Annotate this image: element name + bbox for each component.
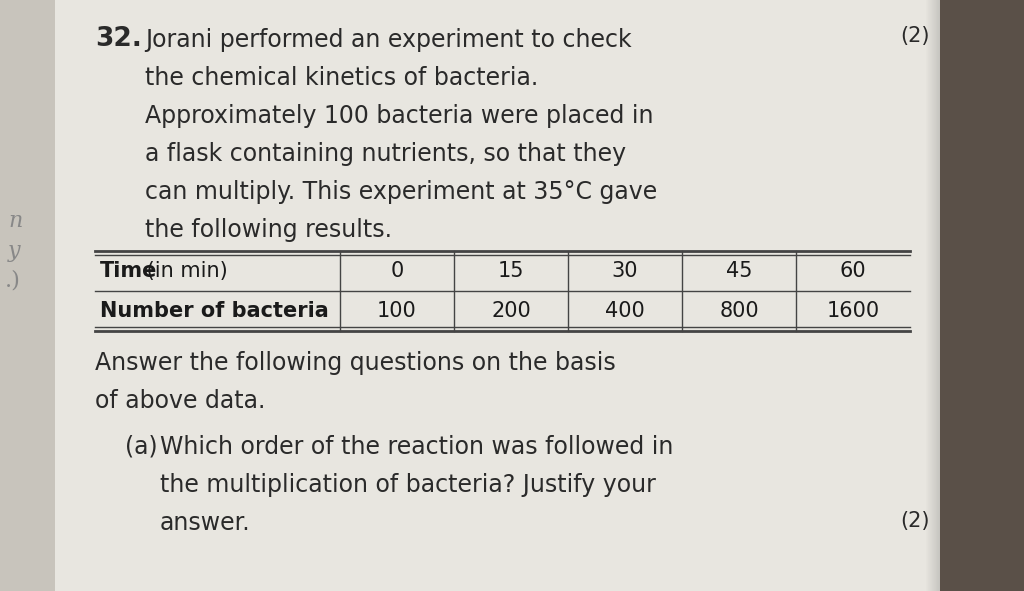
Text: Answer the following questions on the basis: Answer the following questions on the ba…: [95, 351, 615, 375]
Text: .): .): [5, 270, 20, 292]
Text: 0: 0: [390, 261, 403, 281]
Text: 800: 800: [719, 301, 759, 321]
Text: Which order of the reaction was followed in: Which order of the reaction was followed…: [160, 434, 674, 459]
Text: (a): (a): [125, 434, 158, 459]
Text: Time: Time: [100, 261, 158, 281]
Text: can multiply. This experiment at 35°C gave: can multiply. This experiment at 35°C ga…: [145, 180, 657, 204]
Bar: [55, 0, 940, 591]
Text: Number of bacteria: Number of bacteria: [100, 301, 329, 321]
Text: 60: 60: [840, 261, 866, 281]
Text: the chemical kinetics of bacteria.: the chemical kinetics of bacteria.: [145, 66, 539, 90]
Bar: [940, 0, 1024, 591]
Text: 100: 100: [377, 301, 417, 321]
Text: 400: 400: [605, 301, 645, 321]
Text: 30: 30: [611, 261, 638, 281]
Text: 45: 45: [726, 261, 753, 281]
Text: (in min): (in min): [140, 261, 227, 281]
Text: 32.: 32.: [95, 26, 142, 52]
Text: answer.: answer.: [160, 511, 251, 535]
Text: 200: 200: [492, 301, 530, 321]
Bar: [0, 0, 55, 591]
Text: 15: 15: [498, 261, 524, 281]
Text: of above data.: of above data.: [95, 389, 265, 413]
Text: n: n: [8, 210, 23, 232]
Text: (2): (2): [900, 511, 930, 531]
Text: the following results.: the following results.: [145, 218, 392, 242]
Text: the multiplication of bacteria? Justify your: the multiplication of bacteria? Justify …: [160, 473, 656, 496]
Text: y: y: [8, 240, 20, 262]
Text: Jorani performed an experiment to check: Jorani performed an experiment to check: [145, 28, 632, 52]
Text: 1600: 1600: [826, 301, 880, 321]
Text: Approximately 100 bacteria were placed in: Approximately 100 bacteria were placed i…: [145, 104, 653, 128]
Text: (2): (2): [900, 26, 930, 46]
Text: a flask containing nutrients, so that they: a flask containing nutrients, so that th…: [145, 142, 626, 166]
